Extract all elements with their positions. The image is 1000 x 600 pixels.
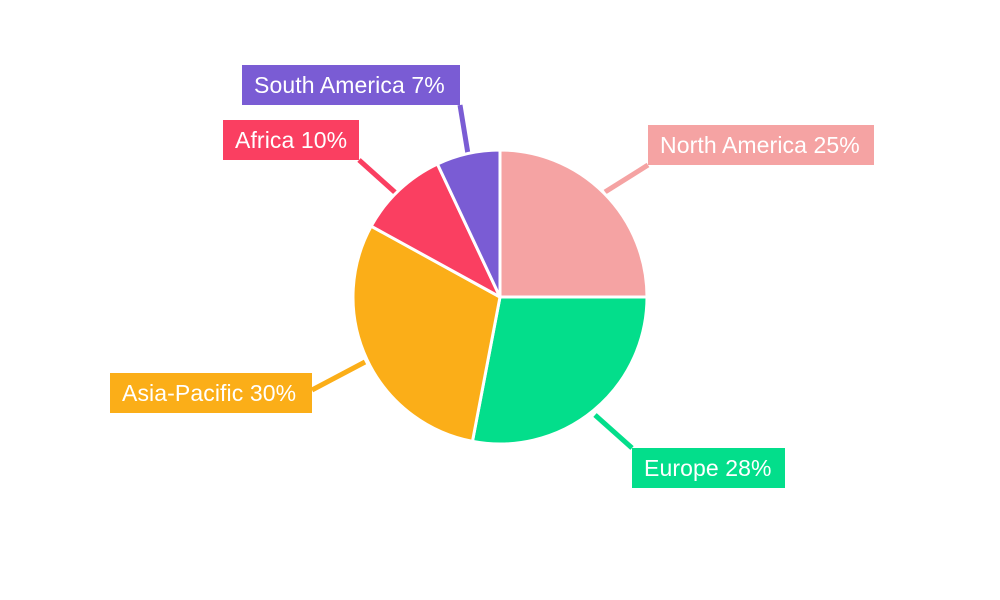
pie-label-europe[interactable]: Europe 28% bbox=[632, 448, 785, 488]
pie-slices-group bbox=[351, 148, 649, 446]
pie-slice-europe[interactable] bbox=[470, 295, 649, 446]
pie-label-text: Asia-Pacific 30% bbox=[122, 379, 297, 406]
pie-label-text: North America 25% bbox=[660, 131, 860, 158]
leader-line-south-america bbox=[457, 104, 471, 155]
pie-label-asia-pacific[interactable]: Asia-Pacific 30% bbox=[110, 373, 312, 413]
pie-slice-south-america[interactable] bbox=[435, 148, 502, 299]
leader-line-north-america bbox=[603, 162, 650, 195]
pie-label-text: South America 7% bbox=[254, 71, 445, 98]
pie-label-text: Europe 28% bbox=[644, 454, 772, 481]
pie-label-north-america[interactable]: North America 25% bbox=[648, 125, 874, 165]
pie-slice-north-america[interactable] bbox=[498, 148, 649, 299]
leader-line-africa bbox=[357, 158, 400, 197]
pie-label-south-america[interactable]: South America 7% bbox=[242, 65, 460, 105]
pie-label-text: Africa 10% bbox=[235, 126, 348, 153]
pie-slice-asia-pacific[interactable] bbox=[351, 224, 502, 443]
pie-label-africa[interactable]: Africa 10% bbox=[223, 120, 359, 160]
leader-line-europe bbox=[593, 413, 634, 450]
leader-line-asia-pacific bbox=[310, 359, 367, 393]
leader-lines-group bbox=[310, 104, 650, 450]
pie-slice-africa[interactable] bbox=[369, 162, 502, 299]
